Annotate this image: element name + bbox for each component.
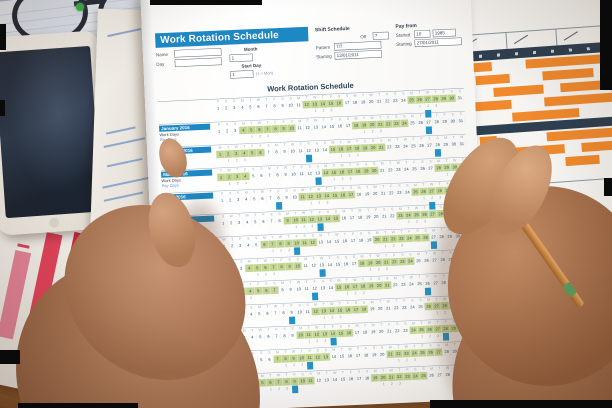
photo-edge-artifact: [0, 24, 6, 50]
phone-home-button: [48, 217, 60, 229]
pay-day-marker: [307, 361, 314, 370]
pattern-field: 7/7: [334, 41, 382, 51]
pay-day-marker: [425, 109, 432, 118]
month-label: Month: [243, 46, 258, 53]
pay-days-label: Pay Days: [161, 182, 179, 189]
month-label-column: [158, 99, 215, 122]
pay-day-marker: [435, 149, 442, 157]
pay-day-marker: [292, 385, 299, 394]
pay-day-marker: [425, 126, 433, 135]
pay-day-marker: [312, 292, 319, 301]
faint-text-line: [103, 191, 144, 202]
photo-edge-artifact: [0, 100, 5, 116]
photo-edge-artifact: [600, 0, 612, 90]
pattern-label: Pattern: [315, 44, 331, 51]
month-field: 1: [229, 53, 253, 63]
pay-day-marker: [275, 202, 283, 210]
chart-bar-label: [17, 243, 30, 249]
photo-edge-artifact: [604, 178, 612, 196]
pay-day-marker: [319, 269, 326, 277]
pay-row-cell: [458, 147, 466, 155]
pay-day-marker: [330, 337, 337, 346]
start-day-label: Start Day: [241, 62, 262, 69]
gantt-bar: [511, 108, 580, 122]
pay-starting-field: 27/01/2011: [414, 37, 462, 48]
pay-day-marker: [315, 177, 322, 186]
faint-text-line: [107, 28, 142, 38]
started-label: Started: [395, 32, 411, 38]
photo-edge-artifact: [150, 0, 262, 5]
green-glint: [76, 3, 84, 11]
gantt-bar: [565, 154, 600, 167]
start-day-note: (1 = Mon): [255, 70, 274, 77]
pay-day-marker: [424, 287, 432, 296]
schedule-header: Work Rotation Schedule Name Day Month 1 …: [154, 20, 463, 82]
day-field: [174, 57, 222, 68]
off-field: 7: [372, 31, 389, 40]
pay-day-marker: [294, 247, 301, 256]
pay-day-marker: [306, 154, 313, 163]
pay-row-cell: [456, 101, 464, 109]
faint-text-line: [102, 176, 150, 189]
faint-text-line: [103, 137, 146, 148]
gantt-bar: [581, 140, 612, 152]
pay-starting-label: Starting: [396, 40, 412, 47]
name-field: [174, 48, 222, 58]
pay-day-marker: [317, 223, 324, 231]
photo-edge-artifact: [18, 403, 138, 408]
started-field-1: 10: [414, 29, 431, 39]
name-label: Name: [155, 51, 169, 58]
day-label: Day: [156, 61, 165, 67]
faint-text-line: [105, 126, 136, 135]
photo-edge-artifact: [430, 400, 612, 408]
shift-starting-field: 13/01/2011: [334, 50, 382, 60]
off-label: Off: [360, 33, 367, 40]
pay-day-marker: [289, 316, 296, 325]
start-day-field: 1: [230, 70, 254, 79]
photo-edge-artifact: [0, 350, 20, 364]
faint-text-line: [106, 157, 143, 168]
shift-starting-label: Starting: [316, 53, 332, 60]
gantt-bar: [475, 73, 510, 86]
started-field-2: 1985: [432, 28, 456, 38]
pay-row-cell: [457, 124, 465, 132]
phone-screen: [0, 45, 102, 219]
pay-day-marker: [429, 201, 436, 210]
